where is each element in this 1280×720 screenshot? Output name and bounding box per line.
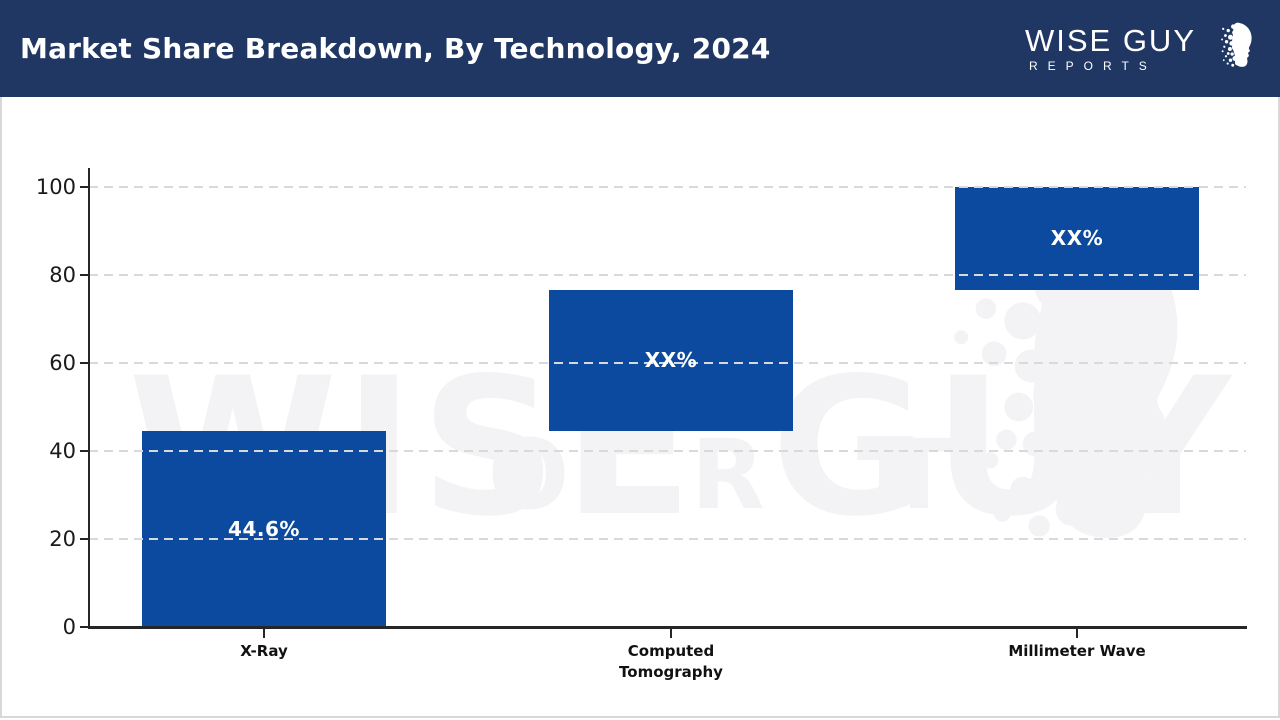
page-title: Market Share Breakdown, By Technology, 2… [20, 32, 771, 65]
logo-brand: WISE GUY [1024, 22, 1196, 58]
logo-tagline: REPORTS [1028, 58, 1157, 73]
gridline-80 [89, 274, 1246, 276]
y-axis-line [88, 168, 90, 628]
bar-x-ray [142, 430, 386, 627]
y-tick-60 [80, 362, 88, 364]
wiseguy-logo: WISE GUY REPORTS [1025, 12, 1254, 86]
page-border-right [1278, 97, 1280, 718]
logo-text: WISE GUY REPORTS [1025, 25, 1196, 73]
page-border-bottom [0, 716, 1280, 718]
y-tick-label: 20 [49, 527, 76, 551]
y-tick-0 [80, 626, 88, 628]
bar-millimeter-wave [955, 187, 1199, 290]
y-tick-100 [80, 186, 88, 188]
gridline-20 [89, 538, 1246, 540]
report-header: Market Share Breakdown, By Technology, 2… [0, 0, 1280, 97]
y-tick-label: 100 [35, 175, 76, 199]
x-axis-line [88, 626, 1247, 629]
gridline-40 [89, 450, 1246, 452]
bar-value-label: XX% [1050, 226, 1104, 251]
gridline-60 [89, 362, 1246, 364]
x-tick-1 [670, 629, 672, 638]
y-tick-label: 40 [49, 439, 76, 463]
y-tick-label: 60 [49, 351, 76, 375]
gridline-100 [89, 186, 1246, 188]
y-tick-80 [80, 274, 88, 276]
waterfall-chart: WISE GUY P O R T S 44.6% XX% XX% 0 20 40 60 80 1… [0, 97, 1280, 718]
x-category-label: Millimeter Wave [1008, 642, 1146, 660]
y-tick-label: 0 [62, 615, 76, 639]
x-category-label: X-Ray [240, 642, 288, 660]
dotted-head-icon [1198, 12, 1254, 86]
x-tick-2 [1076, 629, 1078, 638]
y-tick-label: 80 [49, 263, 76, 287]
y-tick-40 [80, 450, 88, 452]
x-tick-0 [263, 629, 265, 638]
y-tick-20 [80, 538, 88, 540]
page-border-left [0, 97, 2, 718]
x-category-label: Computed Tomography [619, 642, 723, 681]
bar-value-label: 44.6% [228, 516, 300, 541]
bar-computed-tomography [549, 289, 793, 431]
bar-value-label: XX% [644, 348, 698, 373]
